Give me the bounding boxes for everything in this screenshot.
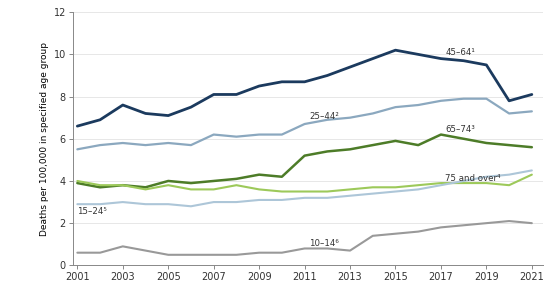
- Text: 45–64¹: 45–64¹: [446, 48, 475, 57]
- Text: 25–44²: 25–44²: [309, 112, 339, 121]
- Text: 15–24⁵: 15–24⁵: [77, 207, 107, 216]
- Y-axis label: Deaths per 100,000 in specified age group: Deaths per 100,000 in specified age grou…: [40, 42, 49, 236]
- Text: 75 and over⁴: 75 and over⁴: [446, 174, 501, 183]
- Text: 10–14⁶: 10–14⁶: [309, 239, 339, 248]
- Text: 65–74³: 65–74³: [446, 125, 475, 134]
